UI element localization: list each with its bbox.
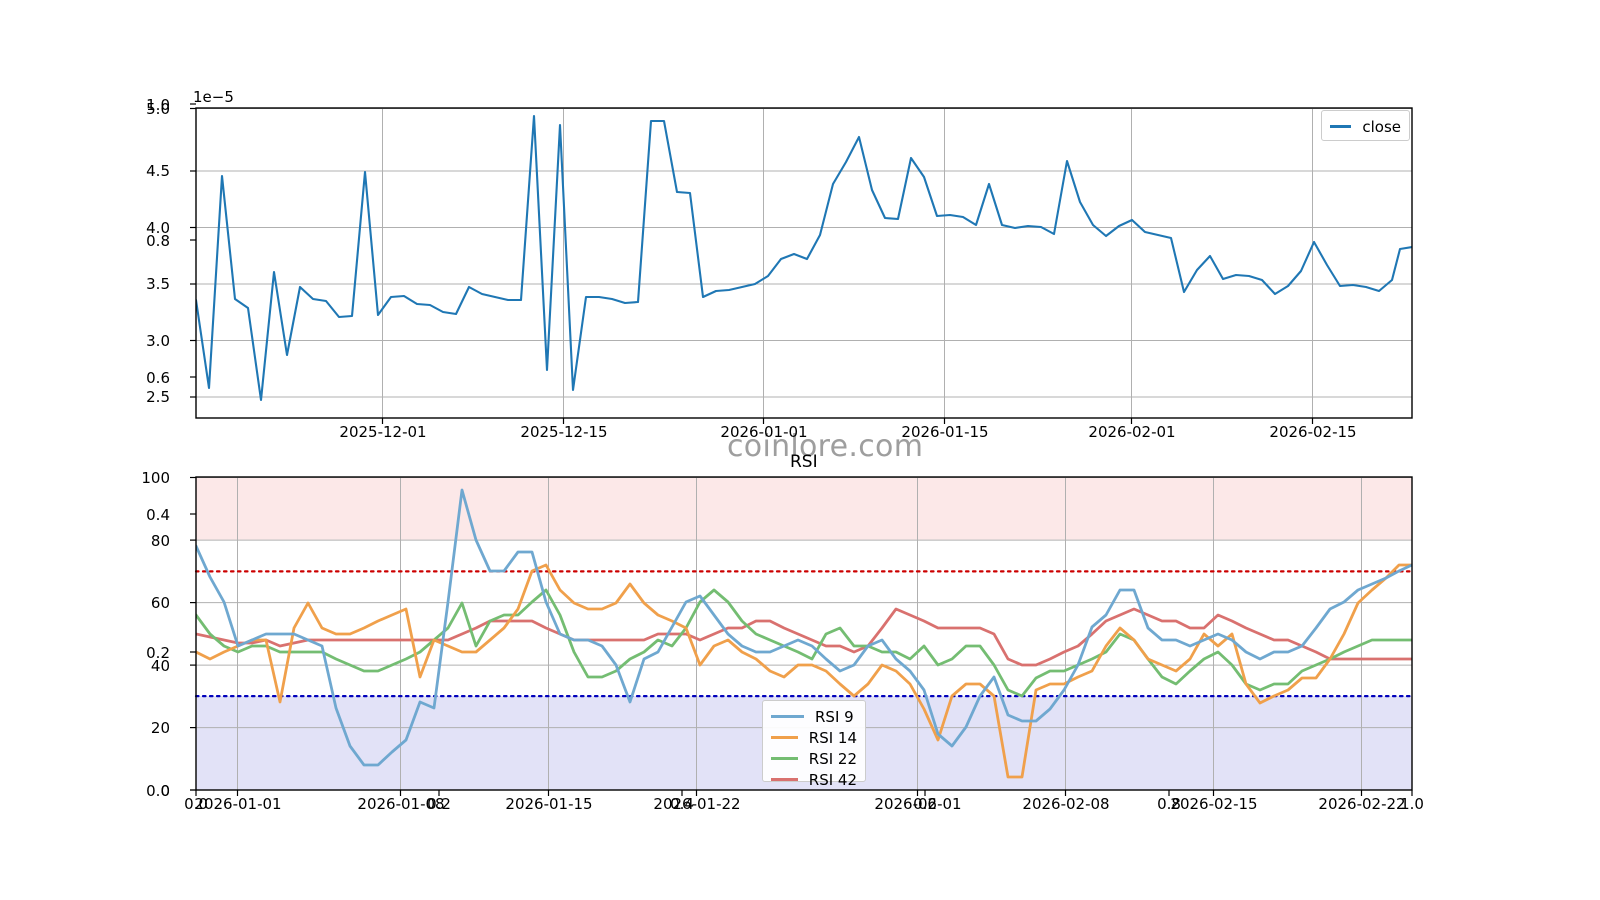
price-xtick-marks [381,418,1314,424]
rsi-xtick-marks [236,790,1363,796]
rsi-ytick-marks [190,476,196,791]
rsi-series-rsi22 [196,588,1412,698]
legend-swatch-close [1330,125,1352,128]
legend-item-rsi42[interactable]: RSI 42 [771,769,857,790]
legend-label-rsi42: RSI 42 [808,770,857,789]
rsi-ytick-label-secondary-1: 0.2 [146,644,170,662]
rsi-series-rsi14 [196,563,1412,779]
price-axes-frame [195,107,1413,419]
price-ytick-label-3: 3.5 [146,275,170,293]
legend-item-close[interactable]: close [1330,116,1401,137]
rsi-xtick-label-5: 2026-02-08 [1022,795,1110,813]
price-ytick-label-2: 4.0 [146,219,170,237]
rsi-xtick-label-secondary-0: 0.0 [184,795,208,813]
price-ytick-marks-secondary [190,103,196,378]
price-plot-background [196,108,1412,418]
rsi-ytick-label-3: 40 [150,657,170,675]
price-ytick-label-1: 4.5 [146,162,170,180]
price-xtick-label-5: 2026-02-15 [1269,423,1357,441]
price-xtick-label-4: 2026-02-01 [1088,423,1176,441]
rsi-ytick-label-secondary-2: 0.0 [146,782,170,800]
rsi-xtick-label-secondary-1: 0.2 [427,795,451,813]
rsi-ytick-label-2: 60 [150,594,170,612]
legend-swatch-rsi14 [771,736,798,739]
watermark: coinlore.com [727,429,924,464]
rsi-legend[interactable]: RSI 9 RSI 14 RSI 22 RSI 42 [762,700,866,789]
price-series-close [196,114,1412,402]
legend-swatch-rsi22 [771,757,798,760]
price-legend[interactable]: close [1321,110,1410,141]
rsi-xtick-label-1: 2026-01-08 [357,795,445,813]
legend-label-close: close [1362,117,1401,136]
rsi-ytick-label-1: 80 [150,532,170,550]
rsi-xtick-label-secondary-2: 0.4 [670,795,694,813]
price-ytick-label-secondary-1: 0.8 [146,232,170,250]
legend-item-rsi9[interactable]: RSI 9 [771,706,857,727]
rsi-series-rsi42 [196,607,1412,667]
price-xtick-label-0: 2025-12-01 [339,423,427,441]
rsi-grid-vertical [237,477,1362,790]
legend-item-rsi14[interactable]: RSI 14 [771,727,857,748]
rsi-ytick-label-5: 0 [160,782,170,800]
price-ytick-label-5: 2.5 [146,388,170,406]
legend-item-rsi22[interactable]: RSI 22 [771,748,857,769]
price-ytick-label-secondary-0: 1.0 [146,96,170,114]
rsi-xtick-label-secondary-3: 0.6 [913,795,937,813]
rsi-xtick-label-secondary-4: 0.8 [1157,795,1181,813]
rsi-ytick-label-0: 100 [141,469,170,487]
rsi-axes-frame [195,476,1413,791]
rsi-xtick-label-secondary-5: 1.0 [1400,795,1424,813]
price-ytick-label-4: 3.0 [146,332,170,350]
rsi-xtick-label-7: 2026-02-22 [1318,795,1406,813]
rsi-overbought-band [196,477,1412,540]
rsi-series-rsi9 [196,488,1412,767]
price-ytick-label-0: 5.0 [146,100,170,118]
rsi-ytick-label-secondary-0: 0.4 [146,506,170,524]
rsi-panel-title: RSI [790,452,818,472]
legend-label-rsi14: RSI 14 [808,728,857,747]
rsi-xtick-label-0: 2026-01-01 [194,795,282,813]
rsi-ytick-label-4: 20 [150,719,170,737]
legend-swatch-rsi42 [771,778,798,781]
rsi-xtick-marks-secondary [195,790,1413,796]
price-xtick-label-1: 2025-12-15 [520,423,608,441]
legend-swatch-rsi9 [771,715,804,718]
rsi-xtick-label-4: 2026-02-01 [874,795,962,813]
price-grid-vertical [382,108,1313,418]
rsi-xtick-label-2: 2026-01-15 [505,795,593,813]
price-panel [190,103,1413,424]
legend-label-rsi22: RSI 22 [808,749,857,768]
rsi-xtick-label-3: 2026-01-22 [653,795,741,813]
price-xtick-label-3: 2026-01-15 [901,423,989,441]
rsi-ytick-marks-secondary [190,513,196,791]
legend-label-rsi9: RSI 9 [815,707,854,726]
price-xtick-label-2: 2026-01-01 [720,423,808,441]
price-ytick-marks [190,107,196,398]
price-yaxis-offset-label: 1e−5 [193,88,234,106]
rsi-xtick-label-6: 2026-02-15 [1170,795,1258,813]
price-ytick-label-secondary-2: 0.6 [146,369,170,387]
